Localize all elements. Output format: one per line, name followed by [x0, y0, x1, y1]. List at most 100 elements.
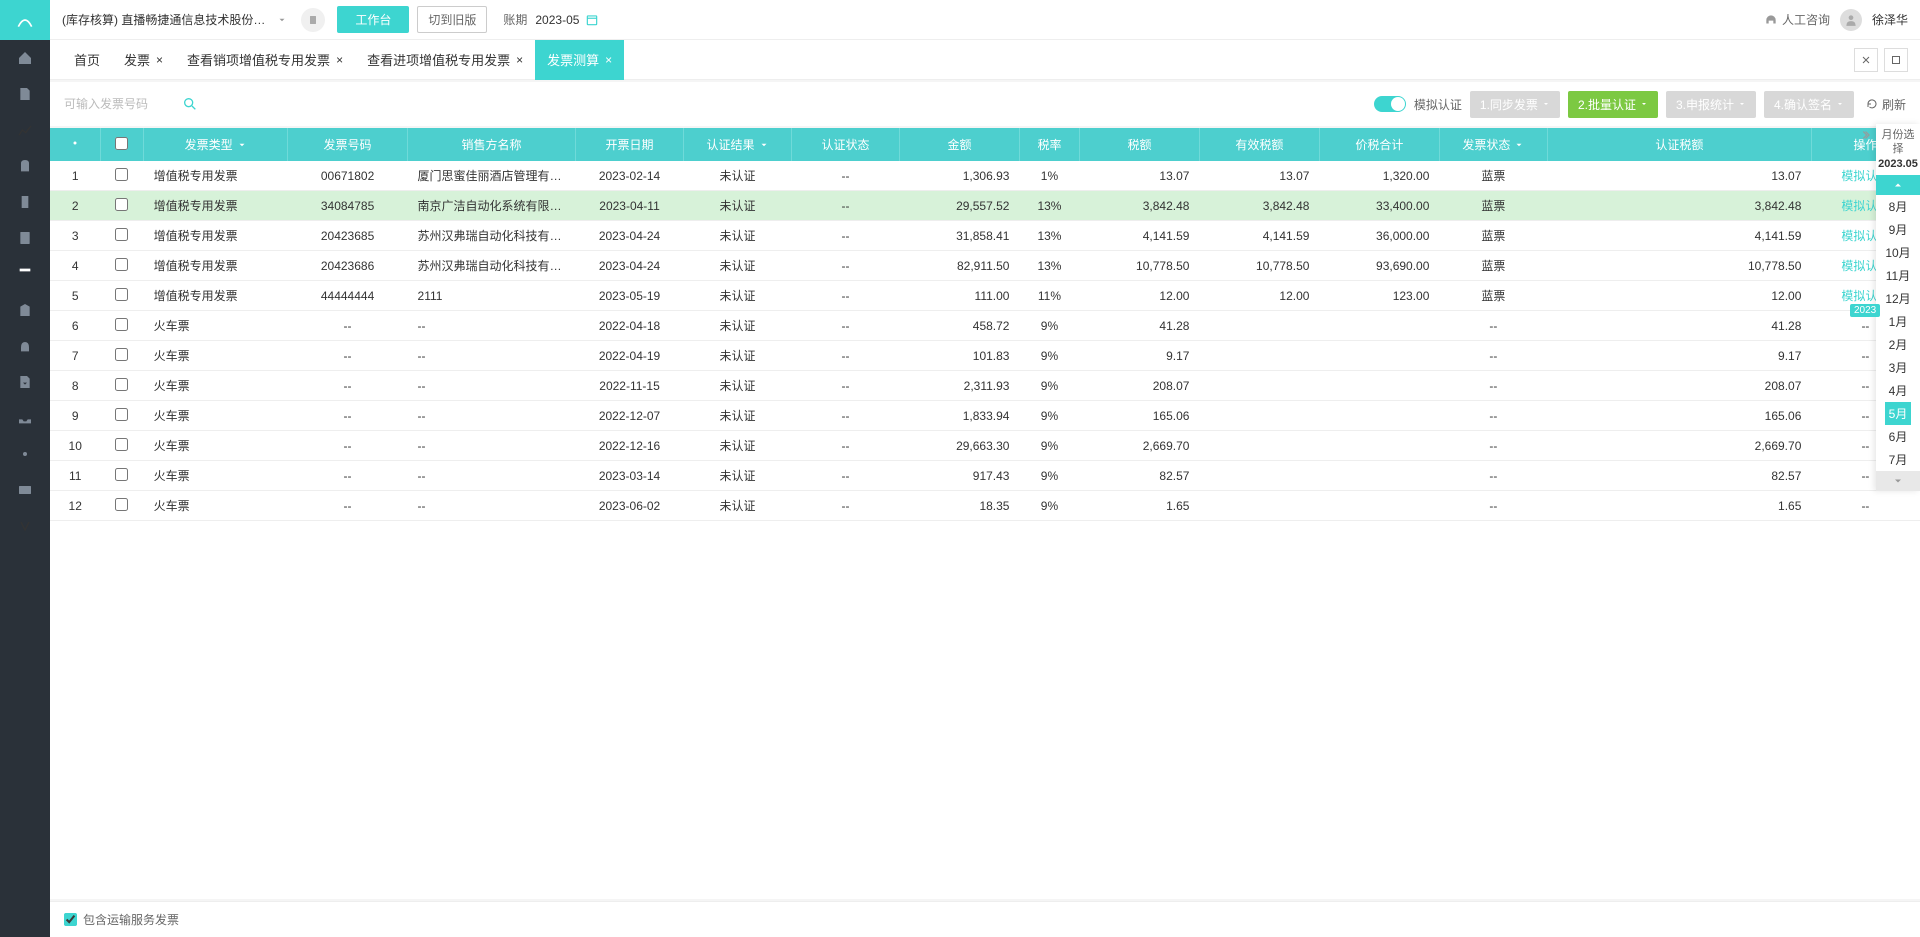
cell[interactable] [100, 161, 143, 191]
row-checkbox[interactable] [115, 198, 128, 211]
row-checkbox[interactable] [115, 468, 128, 481]
calendar-icon[interactable] [585, 13, 599, 27]
month-item[interactable]: 12月 [1885, 287, 1910, 310]
tab-2[interactable]: 查看销项增值税专用发票× [175, 40, 355, 80]
table-row[interactable]: 3增值税专用发票20423685苏州汉弗瑞自动化科技有限…2023-04-24未… [50, 221, 1920, 251]
table-row[interactable]: 6火车票----2022-04-18未认证--458.729%41.28--41… [50, 311, 1920, 341]
user-name[interactable]: 徐泽华 [1872, 11, 1908, 28]
sidebar-doc[interactable] [0, 76, 50, 112]
month-item[interactable]: 2月 [1885, 333, 1910, 356]
month-item[interactable]: 4月 [1885, 379, 1910, 402]
row-checkbox[interactable] [115, 228, 128, 241]
cell[interactable] [100, 341, 143, 371]
month-item[interactable]: 5月 [1885, 402, 1910, 425]
table-row[interactable]: 11火车票----2023-03-14未认证--917.439%82.57--8… [50, 461, 1920, 491]
row-checkbox[interactable] [115, 378, 128, 391]
tab-close-icon[interactable]: × [605, 53, 612, 67]
table-row[interactable]: 8火车票----2022-11-15未认证--2,311.939%208.07-… [50, 371, 1920, 401]
col-result[interactable]: 认证结果 [684, 128, 792, 161]
col-checkbox-all[interactable] [100, 128, 143, 161]
sidebar-building[interactable] [0, 292, 50, 328]
col-gear[interactable] [50, 128, 100, 161]
cell[interactable] [100, 221, 143, 251]
month-item[interactable]: 10月 [1885, 241, 1910, 264]
cell[interactable] [100, 281, 143, 311]
cell[interactable] [100, 191, 143, 221]
row-checkbox[interactable] [115, 318, 128, 331]
table-row[interactable]: 7火车票----2022-04-19未认证--101.839%9.17--9.1… [50, 341, 1920, 371]
month-panel-down[interactable] [1876, 471, 1920, 491]
tab-expand[interactable] [1884, 48, 1908, 72]
search-icon[interactable] [182, 96, 198, 112]
sidebar-chart[interactable] [0, 112, 50, 148]
row-checkbox[interactable] [115, 408, 128, 421]
sidebar-invoice[interactable] [0, 256, 50, 292]
tab-0[interactable]: 首页 [62, 40, 112, 80]
row-checkbox[interactable] [115, 498, 128, 511]
month-panel-expand[interactable] [1858, 128, 1874, 144]
chevron-down-icon[interactable] [277, 15, 287, 25]
cell[interactable] [100, 371, 143, 401]
cell[interactable] [100, 311, 143, 341]
doc-icon-button[interactable] [301, 8, 325, 32]
month-item[interactable]: 3月 [1885, 356, 1910, 379]
sidebar-bag[interactable] [0, 148, 50, 184]
table-row[interactable]: 1增值税专用发票00671802厦门思蜜佳丽酒店管理有限…2023-02-14未… [50, 161, 1920, 191]
step2-button[interactable]: 2.批量认证 [1568, 91, 1658, 118]
tab-close-icon[interactable]: × [516, 53, 523, 67]
consult-link[interactable]: 人工咨询 [1764, 11, 1830, 28]
sidebar-calc[interactable] [0, 220, 50, 256]
month-item[interactable]: 6月 [1885, 425, 1910, 448]
cell[interactable] [100, 251, 143, 281]
sidebar-clipboard[interactable] [0, 184, 50, 220]
col-type[interactable]: 发票类型 [144, 128, 288, 161]
tab-3[interactable]: 查看进项增值税专用发票× [355, 40, 535, 80]
row-checkbox[interactable] [115, 258, 128, 271]
cell[interactable] [100, 431, 143, 461]
include-transport-checkbox[interactable] [64, 913, 77, 926]
sidebar-inbox[interactable] [0, 400, 50, 436]
cell: -- [288, 311, 408, 341]
search-input[interactable] [64, 97, 174, 111]
tab-1[interactable]: 发票× [112, 40, 175, 80]
month-panel-up[interactable] [1876, 175, 1920, 195]
month-item[interactable]: 8月 [1885, 195, 1910, 218]
tab-4[interactable]: 发票测算× [535, 40, 624, 80]
sidebar-video[interactable] [0, 472, 50, 508]
table-row[interactable]: 5增值税专用发票4444444421112023-05-19未认证--111.0… [50, 281, 1920, 311]
period-value[interactable]: 2023-05 [535, 13, 579, 27]
month-item[interactable]: 1月 [1885, 310, 1910, 333]
table-row[interactable]: 9火车票----2022-12-07未认证--1,833.949%165.06-… [50, 401, 1920, 431]
logo[interactable] [0, 0, 50, 40]
month-item[interactable]: 7月 [1885, 448, 1910, 471]
cell[interactable] [100, 491, 143, 521]
row-checkbox[interactable] [115, 348, 128, 361]
cell: -- [408, 371, 576, 401]
cell[interactable] [100, 401, 143, 431]
workspace-button[interactable]: 工作台 [337, 6, 409, 33]
sidebar-v[interactable] [0, 508, 50, 544]
col-invstatus[interactable]: 发票状态 [1439, 128, 1547, 161]
row-checkbox[interactable] [115, 438, 128, 451]
table-row[interactable]: 10火车票----2022-12-16未认证--29,663.309%2,669… [50, 431, 1920, 461]
tab-close-icon[interactable]: × [156, 53, 163, 67]
tab-close-icon[interactable]: × [336, 53, 343, 67]
row-checkbox[interactable] [115, 288, 128, 301]
tab-close-all[interactable] [1854, 48, 1878, 72]
refresh-button[interactable]: 刷新 [1866, 96, 1906, 113]
simulate-toggle[interactable] [1374, 96, 1406, 112]
sidebar-hand[interactable] [0, 328, 50, 364]
month-item[interactable]: 9月 [1885, 218, 1910, 241]
table-row[interactable]: 2增值税专用发票34084785南京广洁自动化系统有限责…2023-04-11未… [50, 191, 1920, 221]
month-item[interactable]: 11月 [1885, 264, 1910, 287]
row-checkbox[interactable] [115, 168, 128, 181]
company-selector[interactable]: (库存核算) 直播畅捷通信息技术股份… [62, 11, 265, 28]
sidebar-settings[interactable] [0, 436, 50, 472]
switch-old-button[interactable]: 切到旧版 [417, 6, 487, 33]
table-row[interactable]: 4增值税专用发票20423686苏州汉弗瑞自动化科技有限…2023-04-24未… [50, 251, 1920, 281]
sidebar-home[interactable] [0, 40, 50, 76]
avatar[interactable] [1840, 9, 1862, 31]
table-row[interactable]: 12火车票----2023-06-02未认证--18.359%1.65--1.6… [50, 491, 1920, 521]
cell[interactable] [100, 461, 143, 491]
sidebar-export[interactable] [0, 364, 50, 400]
